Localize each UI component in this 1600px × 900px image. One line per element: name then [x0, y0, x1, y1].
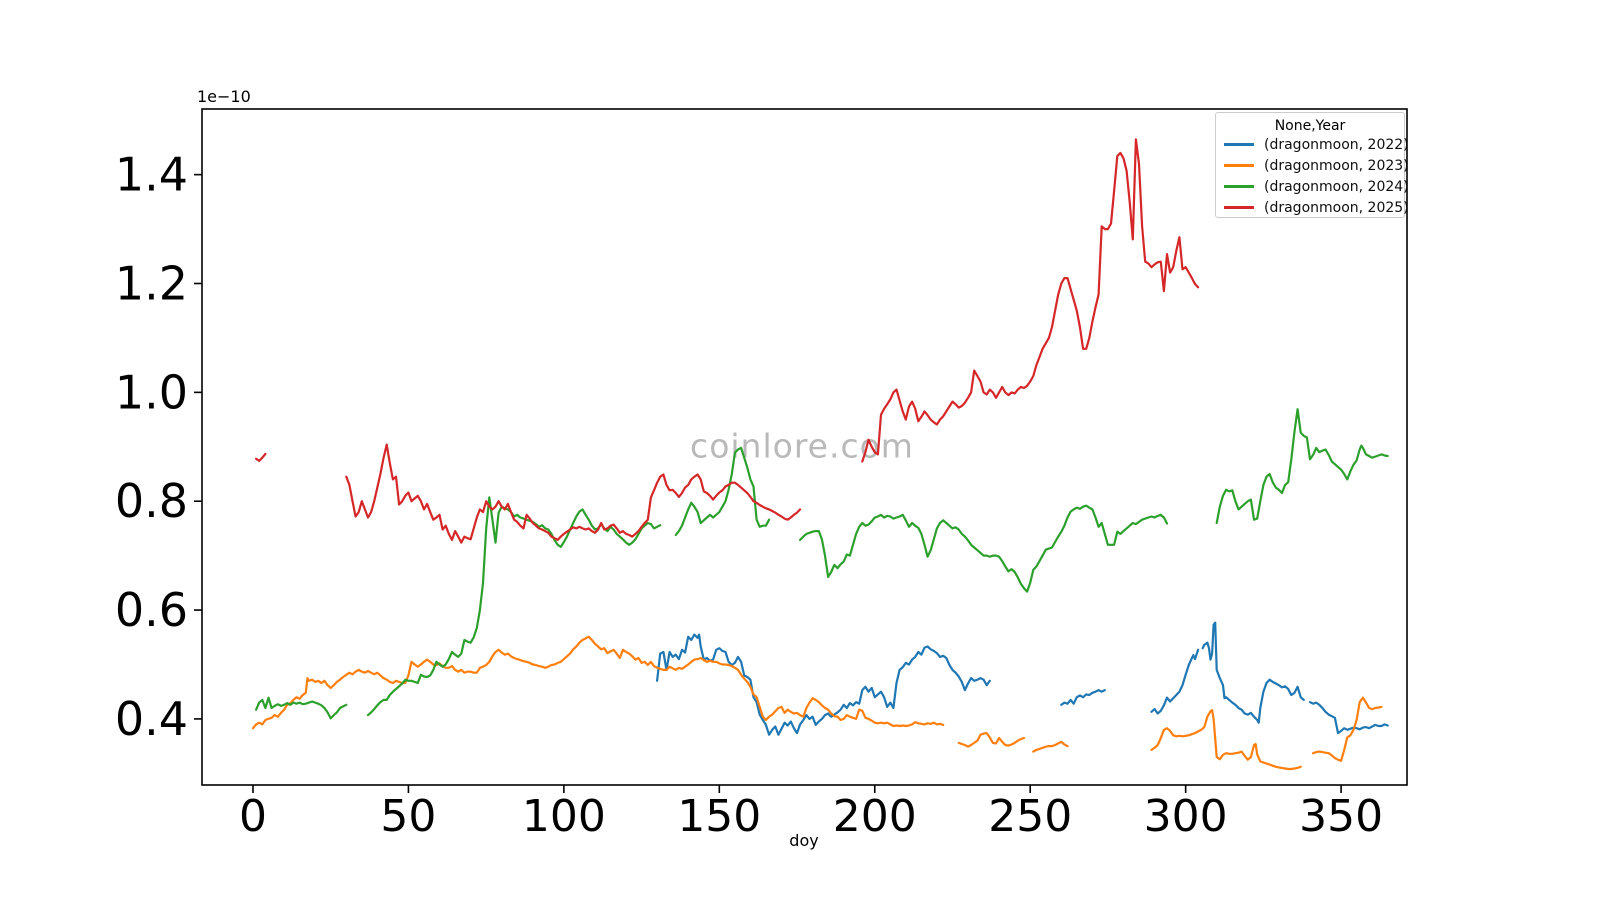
- series-line-dragonmoon-2023: [251, 635, 1383, 771]
- legend-line-swatch: [1224, 164, 1254, 167]
- legend-item: (dragonmoon, 2022): [1216, 134, 1409, 155]
- y-axis-offset-label: 1e−10: [197, 87, 251, 106]
- legend-item: (dragonmoon, 2025): [1216, 197, 1409, 218]
- series-line-dragonmoon-2025: [255, 138, 1200, 544]
- legend-line-swatch: [1224, 143, 1254, 146]
- x-tick-label: 200: [833, 791, 917, 842]
- x-axis-label: doy: [789, 831, 819, 850]
- y-tick-label: 1.2: [115, 256, 188, 310]
- plot-frame: [201, 108, 1408, 786]
- y-tick-label: 1.0: [115, 365, 188, 419]
- x-tick-label: 50: [380, 791, 436, 842]
- y-tick-label: 0.6: [115, 583, 188, 637]
- legend-line-swatch: [1224, 206, 1254, 209]
- x-tick-label: 100: [522, 791, 606, 842]
- chart-legend: None,Year (dragonmoon, 2022) (dragonmoon,…: [1215, 112, 1409, 218]
- legend-title: None,Year: [1274, 118, 1346, 134]
- legend-rows: (dragonmoon, 2022) (dragonmoon, 2023) (dra…: [1216, 134, 1409, 218]
- x-tick-label: 150: [677, 791, 761, 842]
- x-tick-label: 350: [1299, 791, 1383, 842]
- y-tick-label: 0.8: [115, 474, 188, 528]
- legend-label: (dragonmoon, 2024): [1264, 178, 1409, 195]
- x-tick-label: 250: [988, 791, 1072, 842]
- y-tick-label: 0.4: [115, 692, 188, 746]
- legend-label: (dragonmoon, 2023): [1264, 157, 1409, 174]
- series-line-dragonmoon-2024: [255, 408, 1389, 720]
- legend-item: (dragonmoon, 2023): [1216, 155, 1409, 176]
- legend-item: (dragonmoon, 2024): [1216, 176, 1409, 197]
- series-line-dragonmoon-2022: [656, 621, 1389, 736]
- y-tick-label: 1.4: [115, 148, 188, 202]
- legend-label: (dragonmoon, 2022): [1264, 136, 1409, 153]
- x-tick-label: 300: [1144, 791, 1228, 842]
- legend-line-swatch: [1224, 185, 1254, 188]
- watermark-text: coinlore.com: [690, 426, 914, 466]
- legend-label: (dragonmoon, 2025): [1264, 199, 1409, 216]
- x-tick-label: 0: [239, 791, 267, 842]
